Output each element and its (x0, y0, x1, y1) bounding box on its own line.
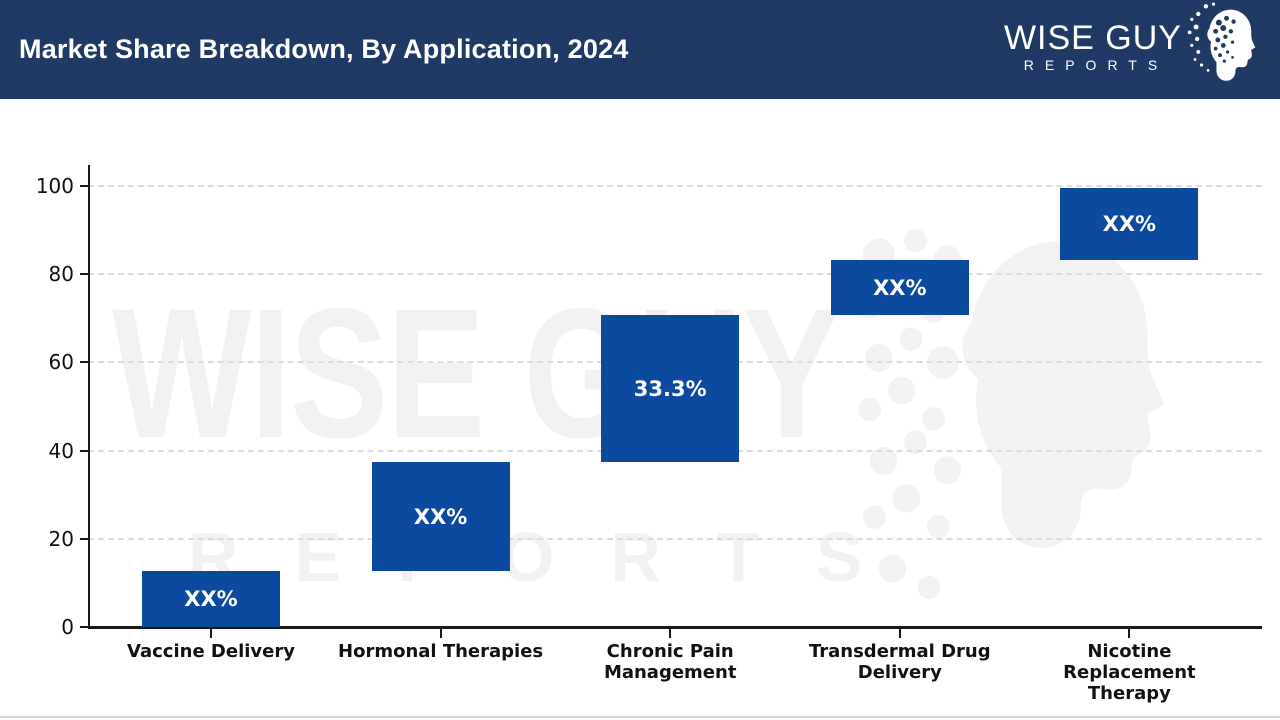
category-label-line: Vaccine Delivery (127, 641, 295, 662)
category-label-line: Delivery (857, 662, 942, 683)
category-label-line: Management (603, 662, 737, 683)
y-axis (88, 165, 90, 627)
bar-value-label: XX% (184, 587, 238, 612)
category-label-1: Vaccine Delivery (96, 641, 326, 662)
gridline-y-20 (88, 537, 1262, 540)
category-label-line: Replacement (1063, 662, 1196, 683)
category-label-line: Hormonal Therapies (338, 641, 544, 662)
brand-logo: WISE GUY REPORTS (1004, 0, 1272, 99)
category-label-line: Therapy (1087, 683, 1171, 704)
y-tick-label: 80 (48, 262, 74, 287)
category-label-5: Nicotine Replacement Therapy (1014, 641, 1244, 704)
category-label-3: Chronic Pain Management (555, 641, 785, 683)
gridline-y-80 (88, 273, 1262, 276)
bar-segment-4: XX% (830, 260, 969, 316)
category-label-line: Chronic Pain (606, 641, 734, 662)
category-label-line: Transdermal Drug (808, 641, 991, 662)
y-tick-label: 20 (48, 526, 74, 551)
brand-name: WISE GUY (1003, 19, 1182, 57)
bar-value-label: XX% (1102, 212, 1157, 237)
x-axis-tick (669, 629, 672, 638)
category-label-4: Transdermal Drug Delivery (785, 641, 1015, 683)
brand-subname: REPORTS (1023, 57, 1169, 73)
watermark-brand-subtext: REPORTS (188, 518, 919, 596)
y-tick-label: 60 (48, 350, 74, 375)
bar-segment-5: XX% (1060, 188, 1199, 261)
y-axis-tick (80, 273, 88, 276)
y-axis-tick (80, 449, 88, 452)
x-axis-tick (1128, 629, 1131, 638)
header-bar: Market Share Breakdown, By Application, … (0, 0, 1280, 99)
x-axis-tick (210, 629, 212, 638)
x-axis-tick (898, 629, 901, 638)
page-title: Market Share Breakdown, By Application, … (19, 34, 629, 64)
bar-segment-2: XX% (371, 462, 510, 572)
chart-plot-area: WISE GUY REPORTS 0 20 40 60 80 100 XX% XX% 33.3… (0, 99, 1280, 720)
category-label-2: Hormonal Therapies (326, 641, 556, 662)
y-tick-label: 100 (35, 174, 74, 198)
brand-head-icon (1187, 2, 1256, 81)
y-axis-tick (80, 626, 88, 628)
bottom-divider (0, 716, 1280, 718)
bar-value-label: XX% (873, 275, 927, 300)
bar-segment-3: 33.3% (601, 315, 740, 463)
y-axis-tick (80, 185, 88, 187)
x-axis-tick (439, 629, 442, 638)
bar-value-label: 33.3% (633, 376, 707, 401)
gridline-y-100 (88, 185, 1262, 187)
y-axis-tick (80, 537, 88, 540)
y-tick-label: 40 (48, 438, 74, 463)
y-axis-tick (80, 361, 88, 364)
category-label-line: Nicotine (1087, 641, 1172, 662)
y-tick-label: 0 (61, 615, 74, 639)
brand-logo-text: WISE GUY REPORTS (1004, 21, 1182, 72)
x-axis (88, 626, 1262, 629)
bar-value-label: XX% (413, 504, 468, 529)
bar-segment-1: XX% (142, 571, 280, 627)
